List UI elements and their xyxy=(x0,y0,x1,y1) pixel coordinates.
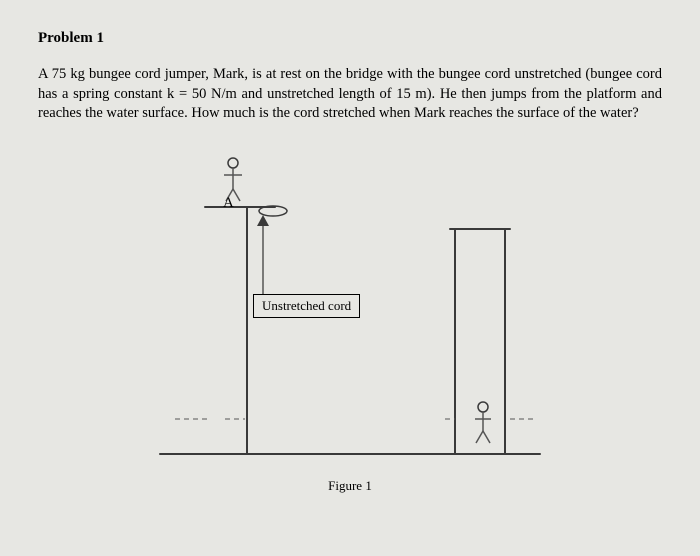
figure-container: A Unstretched cord Figure 1 xyxy=(135,149,565,489)
svg-text:A: A xyxy=(223,195,234,211)
problem-body: A 75 kg bungee cord jumper, Mark, is at … xyxy=(38,65,662,124)
figure-caption: Figure 1 xyxy=(135,478,565,494)
unstretched-cord-label: Unstretched cord xyxy=(253,294,360,318)
problem-title: Problem 1 xyxy=(38,30,662,47)
